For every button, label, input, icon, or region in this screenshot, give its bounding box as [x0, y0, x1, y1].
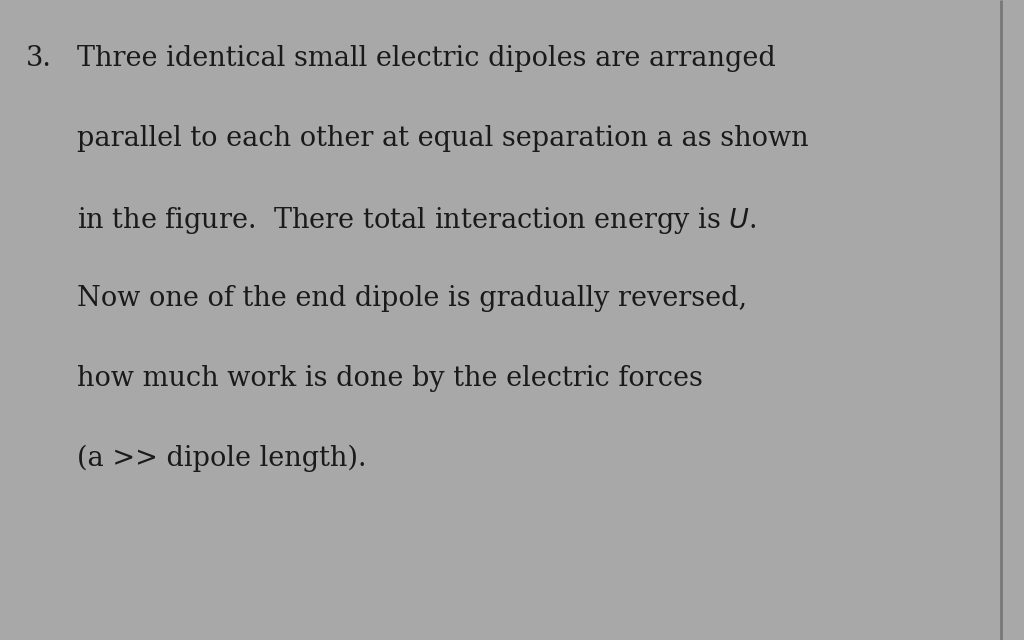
- Text: Now one of the end dipole is gradually reversed,: Now one of the end dipole is gradually r…: [77, 285, 746, 312]
- Text: Three identical small electric dipoles are arranged: Three identical small electric dipoles a…: [77, 45, 775, 72]
- Text: (a >> dipole length).: (a >> dipole length).: [77, 445, 367, 472]
- Text: in the figure.  There total interaction energy is $\mathit{U}$.: in the figure. There total interaction e…: [77, 205, 757, 236]
- Text: parallel to each other at equal separation a as shown: parallel to each other at equal separati…: [77, 125, 808, 152]
- Text: how much work is done by the electric forces: how much work is done by the electric fo…: [77, 365, 702, 392]
- Text: 3.: 3.: [26, 45, 51, 72]
